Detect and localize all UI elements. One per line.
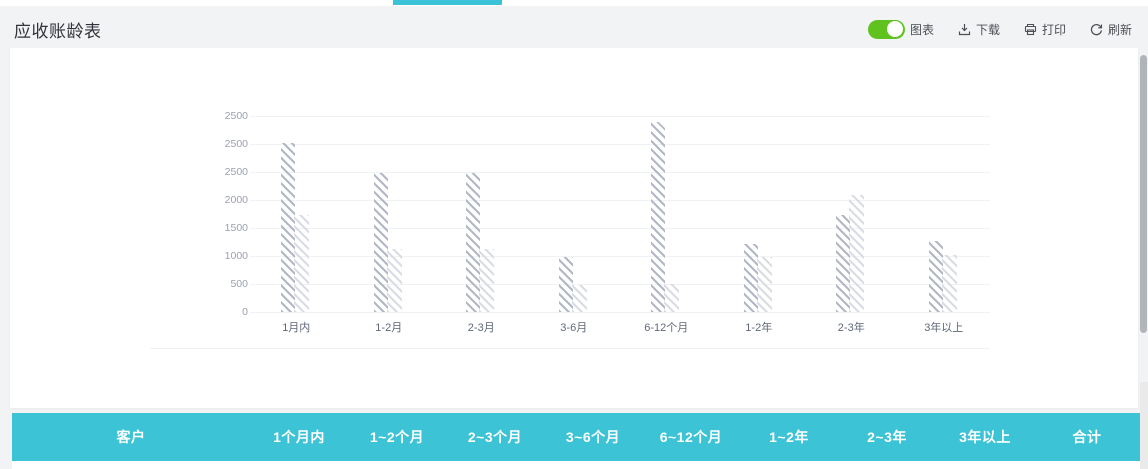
toggle-knob bbox=[886, 21, 903, 37]
grid-line bbox=[250, 144, 990, 145]
x-axis-label: 2-3年 bbox=[837, 322, 865, 334]
y-axis-label: 500 bbox=[230, 278, 248, 290]
chart-toggle-switch[interactable] bbox=[867, 19, 905, 39]
bar-series-2 bbox=[941, 255, 957, 312]
page-header: 应收账龄表 图表 下载 bbox=[0, 6, 1148, 48]
toolbar: 图表 下载 打印 bbox=[867, 19, 1132, 39]
grid-line bbox=[250, 256, 990, 257]
bar-series-2 bbox=[294, 215, 310, 312]
column-header-1-2m: 1~2个月 bbox=[369, 429, 425, 445]
y-axis-label: 2500 bbox=[224, 110, 248, 122]
bar-series-2 bbox=[849, 195, 865, 312]
grid-line bbox=[250, 284, 990, 285]
column-header-2-3y: 2~3年 bbox=[867, 429, 907, 445]
bar-series-1 bbox=[836, 215, 851, 312]
refresh-icon bbox=[1090, 23, 1103, 36]
refresh-label: 刷新 bbox=[1107, 22, 1132, 37]
print-label: 打印 bbox=[1041, 22, 1066, 37]
y-axis-label: 2500 bbox=[224, 166, 248, 178]
bar-series-2 bbox=[664, 284, 680, 312]
chart-card: 2500 2500 2500 2000 1500 1000 500 0 1月内 1-2月 2-3月 3… bbox=[10, 48, 1138, 408]
bar-series-1 bbox=[743, 244, 758, 312]
bar-series-1 bbox=[558, 257, 573, 312]
column-header-1m: 1个月内 bbox=[273, 429, 325, 445]
x-axis-label: 6-12个月 bbox=[644, 322, 689, 334]
x-axis-label: 3-6月 bbox=[560, 322, 588, 334]
aging-table-header: 客户 1个月内 1~2个月 2~3个月 3~6个月 6~12个月 1~2年 2~… bbox=[12, 413, 1140, 461]
bar-series-2 bbox=[479, 249, 495, 312]
grid-line bbox=[250, 312, 990, 313]
grid-line bbox=[250, 228, 990, 229]
bar-series-1 bbox=[466, 173, 481, 312]
x-axis-label: 1-2年 bbox=[745, 322, 773, 334]
bar-series-1 bbox=[928, 241, 943, 312]
print-button[interactable]: 打印 bbox=[1024, 21, 1066, 38]
download-button[interactable]: 下载 bbox=[958, 21, 1000, 38]
download-label: 下载 bbox=[975, 22, 1000, 37]
y-axis-label: 1500 bbox=[224, 222, 248, 234]
y-axis-label: 2500 bbox=[224, 138, 248, 150]
column-header-3y-plus: 3年以上 bbox=[959, 429, 1011, 445]
bar-series-1 bbox=[281, 143, 296, 312]
column-header-3-6m: 3~6个月 bbox=[565, 429, 621, 445]
x-axis-label: 1月内 bbox=[282, 322, 311, 334]
grid-line bbox=[250, 116, 990, 117]
grid-line bbox=[250, 172, 990, 173]
y-axis-label: 1000 bbox=[224, 250, 248, 262]
table-body-strip bbox=[12, 461, 1140, 469]
x-axis-label: 1-2月 bbox=[375, 322, 403, 334]
bar-series-1 bbox=[651, 122, 666, 312]
bar-series-2 bbox=[756, 257, 772, 312]
column-header-2-3m: 2~3个月 bbox=[467, 429, 523, 445]
printer-icon bbox=[1024, 23, 1037, 36]
refresh-button[interactable]: 刷新 bbox=[1090, 21, 1132, 38]
scrollbar-track bbox=[1140, 382, 1148, 469]
column-header-customer: 客户 bbox=[116, 429, 146, 445]
column-header-1-2y: 1~2年 bbox=[769, 429, 809, 445]
y-axis-label: 2000 bbox=[224, 194, 248, 206]
scrollbar-thumb[interactable] bbox=[1140, 55, 1147, 333]
x-axis-label: 3年以上 bbox=[924, 322, 964, 334]
chart-bottom-separator bbox=[150, 348, 990, 349]
bar-series-2 bbox=[386, 249, 402, 312]
grid-line bbox=[250, 200, 990, 201]
x-axis-label: 2-3月 bbox=[467, 322, 495, 334]
active-tab-indicator bbox=[393, 0, 502, 5]
bar-series-1 bbox=[373, 173, 388, 312]
y-axis-label: 0 bbox=[242, 306, 248, 318]
bar-series-2 bbox=[571, 285, 587, 312]
chart-toggle-label: 图表 bbox=[909, 22, 934, 37]
column-header-total: 合计 bbox=[1072, 429, 1102, 445]
download-icon bbox=[958, 23, 971, 36]
column-header-6-12m: 6~12个月 bbox=[659, 429, 723, 445]
top-strip bbox=[0, 0, 1148, 6]
chart-toggle-group[interactable]: 图表 bbox=[867, 19, 934, 39]
page-title: 应收账龄表 bbox=[14, 22, 102, 41]
